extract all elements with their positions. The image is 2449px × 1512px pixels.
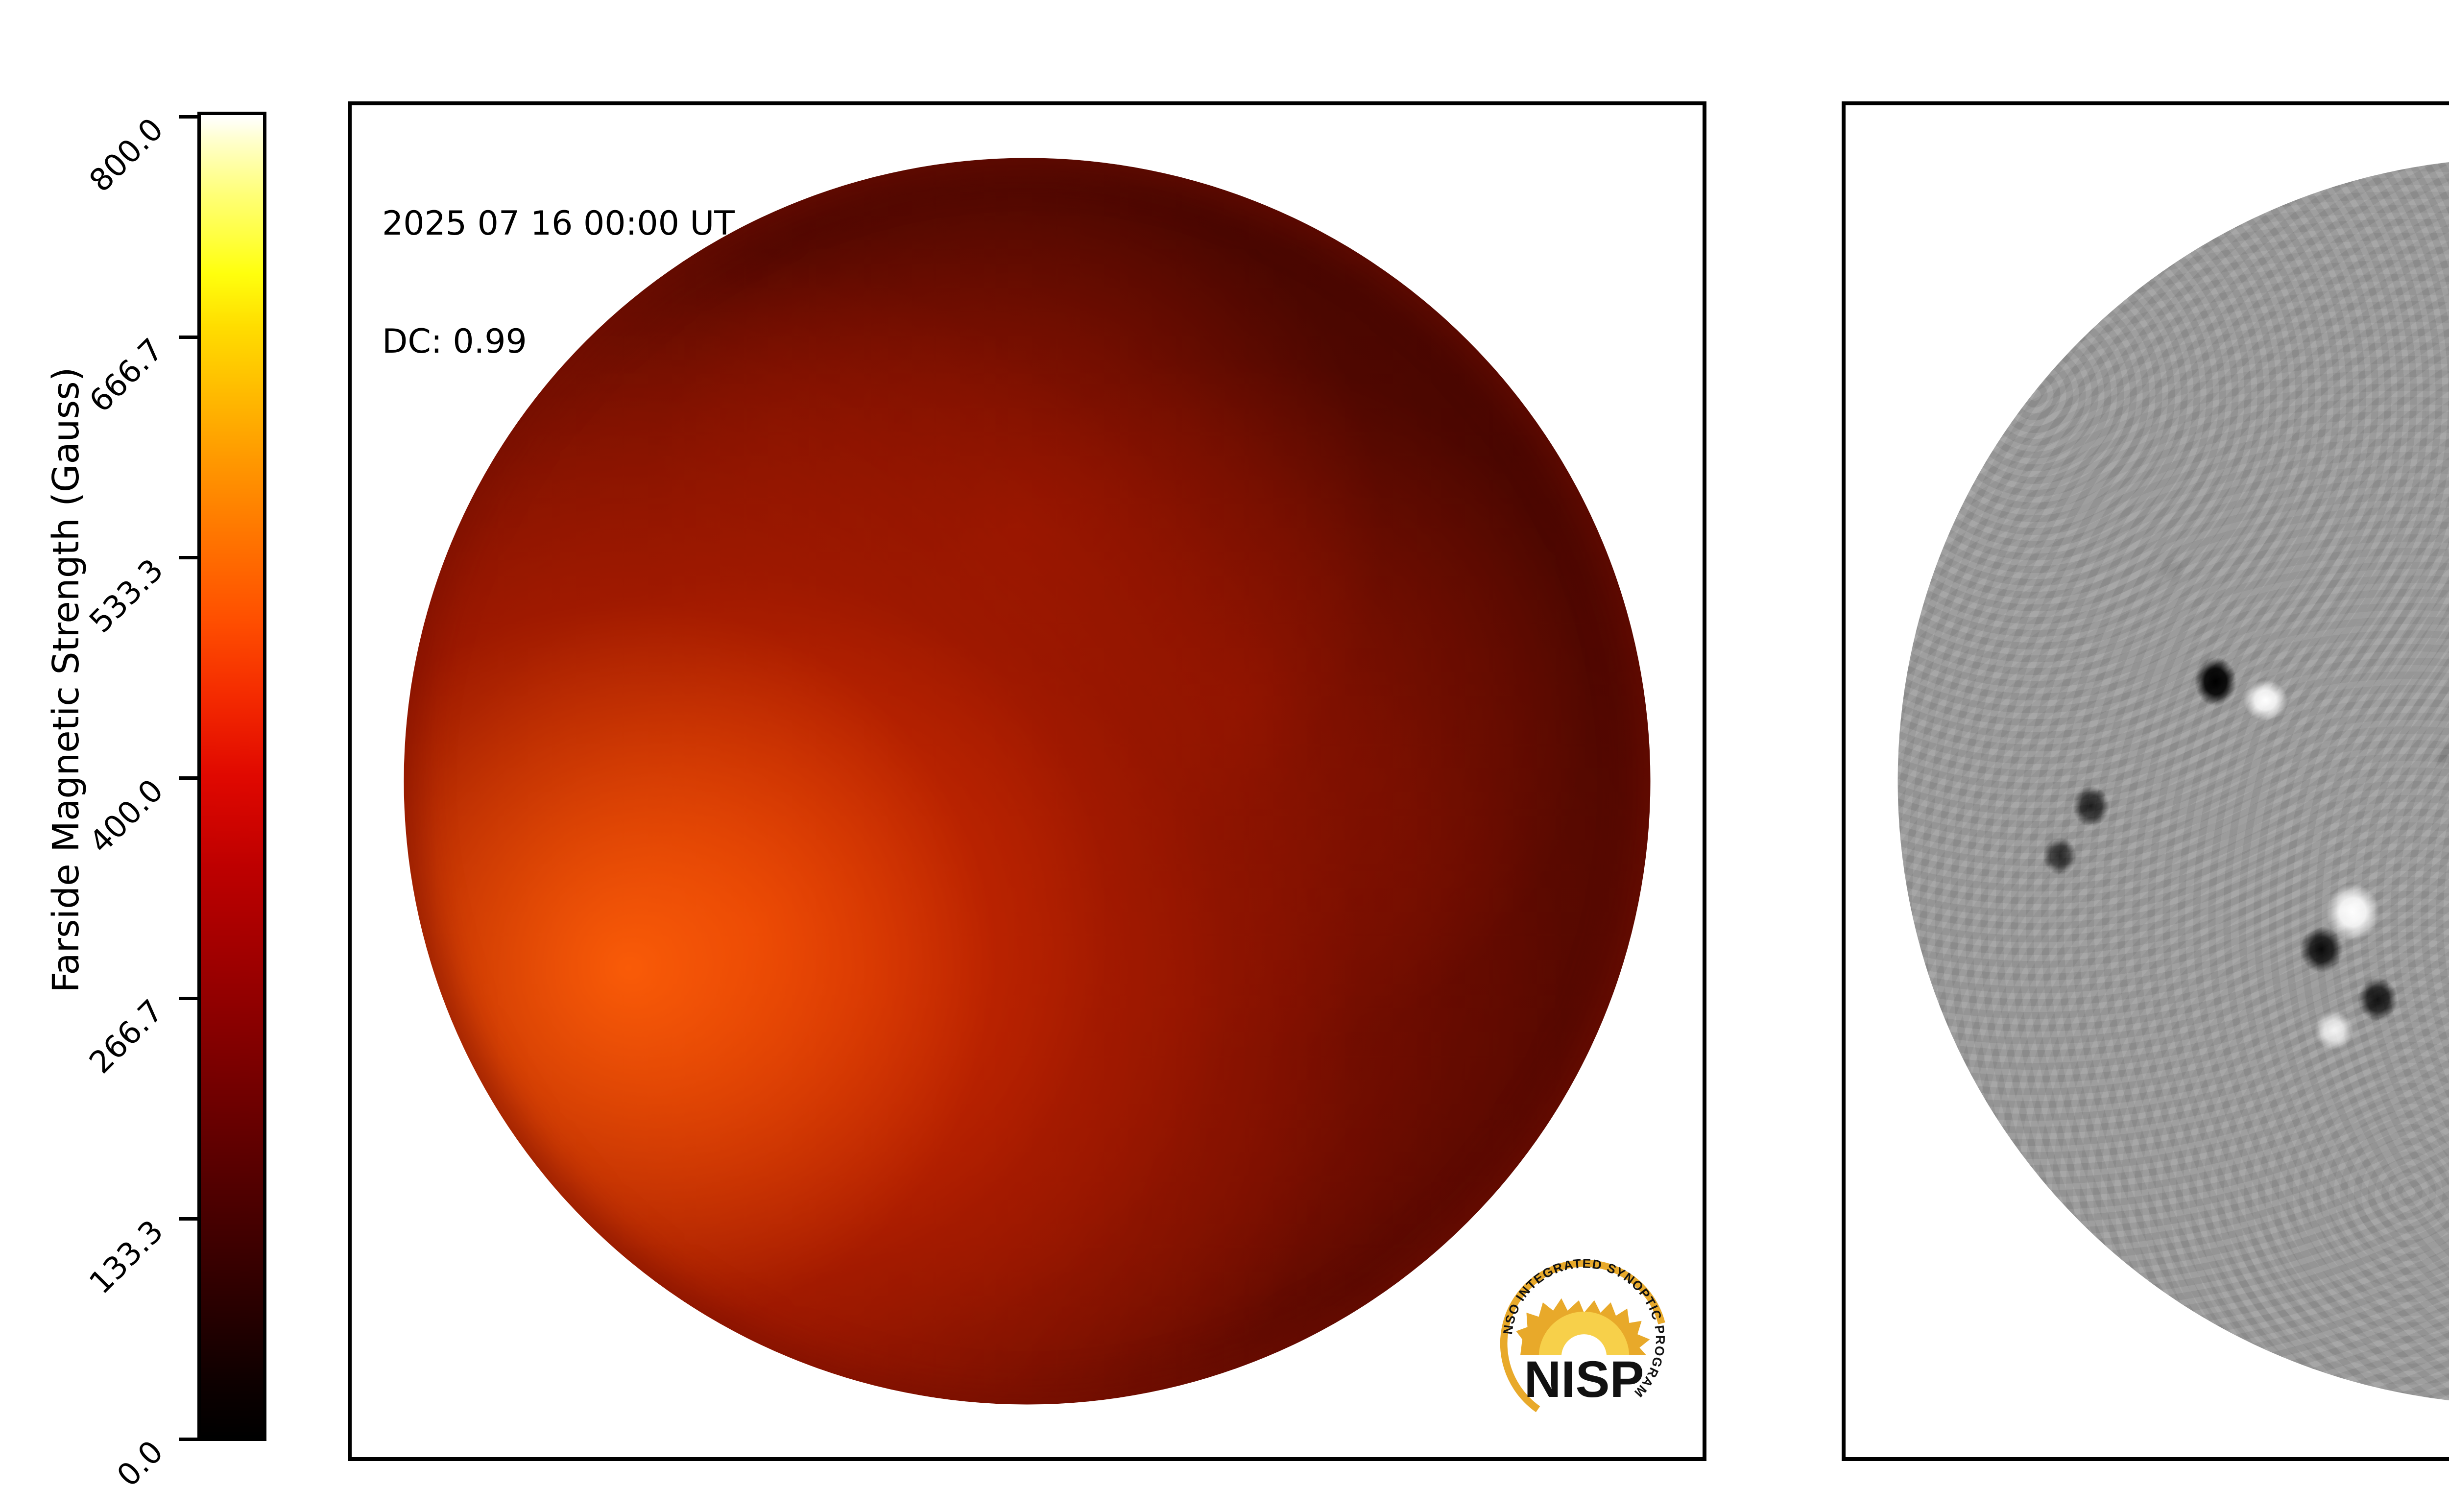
colorbar-tick-label-6: 0.0: [110, 1433, 170, 1494]
panel-frontside: Frontside Mag Map NISP NSO INTEGRATED SY…: [1842, 101, 2449, 1461]
nisp-logo-farside: NISP NSO INTEGRATED SYNOPTIC PROGRAM: [1481, 1241, 1687, 1446]
colorbar-axis-label: Farside Magnetic Strength (Gauss): [45, 367, 87, 993]
colorbar-tick-label-2: 533.3: [82, 552, 170, 640]
colorbar: 800.0 666.7 533.3 400.0 266.7 133.3 0.0: [82, 111, 266, 1493]
colorbar-tick-6: 0.0: [110, 1434, 201, 1493]
colorbar-tick-2: 533.3: [82, 552, 201, 640]
nisp-acronym-text: NISP: [1524, 1351, 1644, 1408]
panel-farside: Farside Mag Map 2025 07 16 00:00 UT DC: …: [348, 101, 1706, 1461]
farside-annotation-block: 2025 07 16 00:00 UT DC: 0.99: [382, 126, 735, 440]
colorbar-group: Farside Magnetic Strength (Gauss) 800.0 …: [0, 0, 348, 1512]
colorbar-tick-label-4: 266.7: [82, 992, 170, 1081]
farside-timestamp: 2025 07 16 00:00 UT: [382, 204, 735, 243]
farside-duty-cycle: DC: 0.99: [382, 322, 527, 361]
colorbar-tick-1: 666.7: [82, 332, 201, 419]
solar-disk-frontside: [1897, 158, 2449, 1405]
colorbar-tick-label-1: 666.7: [82, 331, 170, 420]
colorbar-tick-label-0: 800.0: [82, 111, 170, 199]
solar-disk-farside: [404, 158, 1651, 1405]
colorbar-tick-4: 266.7: [82, 993, 201, 1080]
colorbar-tick-5: 133.3: [82, 1213, 201, 1301]
colorbar-tick-label-3: 400.0: [82, 772, 170, 861]
colorbar-tick-label-5: 133.3: [82, 1213, 170, 1301]
colorbar-tick-3: 400.0: [82, 772, 201, 860]
colorbar-tick-0: 800.0: [82, 111, 201, 199]
